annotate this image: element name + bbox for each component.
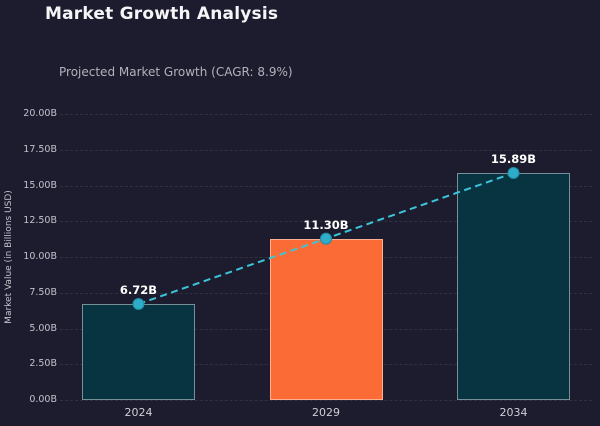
gridline-12.50B bbox=[60, 221, 592, 223]
chart-title: Market Growth Analysis bbox=[45, 4, 279, 24]
x-tick-2034: 2034 bbox=[499, 406, 528, 419]
chart-subtitle: Projected Market Growth (CAGR: 8.9%) bbox=[59, 65, 293, 79]
y-tick-10.00B: 10.00B bbox=[23, 251, 57, 263]
trend-point-2034 bbox=[507, 167, 520, 180]
y-tick-20.00B: 20.00B bbox=[23, 108, 57, 120]
bar-2024 bbox=[82, 304, 195, 400]
bar-2034 bbox=[457, 173, 570, 400]
y-tick-5.00B: 5.00B bbox=[29, 322, 57, 334]
y-tick-12.50B: 12.50B bbox=[23, 215, 57, 227]
bar-2029 bbox=[269, 238, 383, 400]
x-tick-2029: 2029 bbox=[312, 406, 340, 419]
x-tick-2024: 2024 bbox=[124, 406, 153, 419]
trend-point-2029 bbox=[320, 232, 332, 245]
gridline-17.50B bbox=[60, 150, 592, 151]
y-tick-0.00B: 0.00B bbox=[29, 394, 57, 405]
y-tick-2.50B: 2.50B bbox=[29, 358, 57, 370]
value-label-2034: 15.89B bbox=[490, 152, 537, 166]
y-tick-15.00B: 15.00B bbox=[23, 179, 57, 191]
gridline-20.00B bbox=[60, 114, 592, 116]
trend-line-overlay bbox=[132, 167, 520, 311]
value-label-2024: 6.72B bbox=[119, 283, 158, 297]
gridline-15.00B bbox=[60, 185, 592, 187]
value-label-2029: 11.30B bbox=[303, 217, 349, 232]
trend-point-2024 bbox=[132, 298, 145, 311]
y-tick-17.50B: 17.50B bbox=[23, 144, 57, 155]
plot-area: 6.72B 2024 11.30B 2029 15.89B 2034 bbox=[60, 108, 592, 419]
gridline-0.00B bbox=[60, 400, 592, 401]
y-tick-7.50B: 7.50B bbox=[29, 286, 57, 298]
